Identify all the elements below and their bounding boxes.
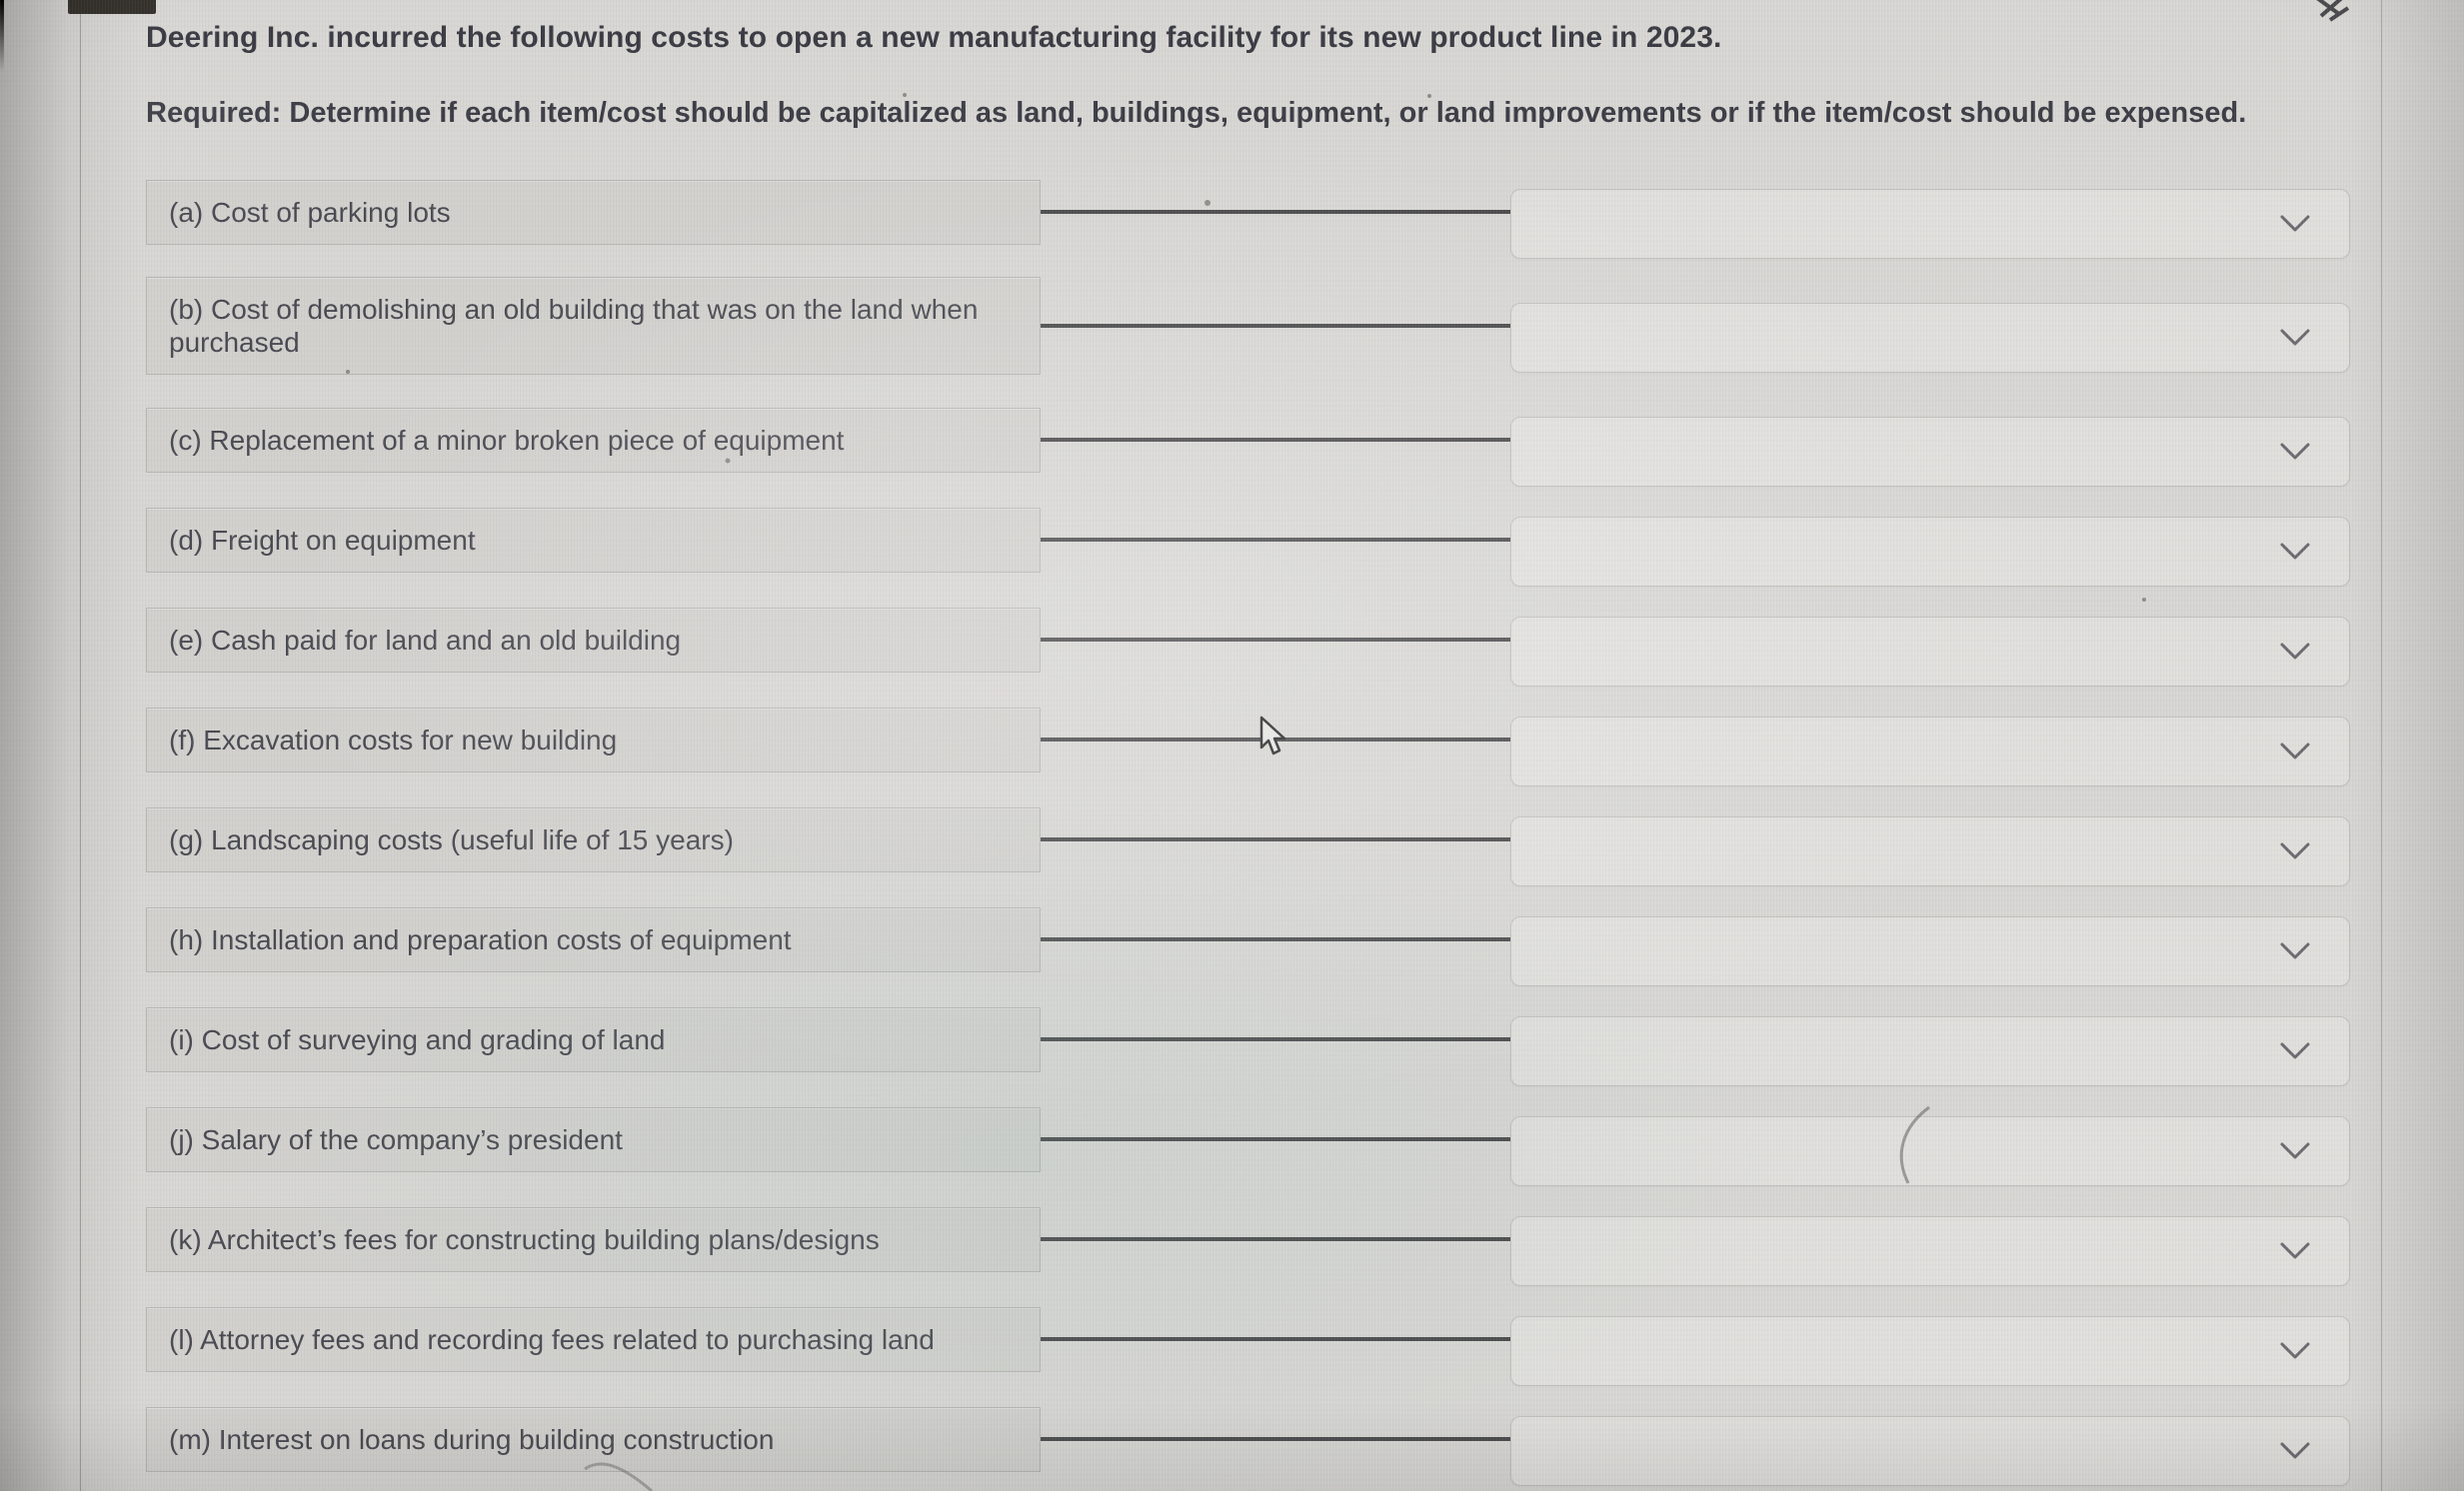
required-instruction: Required: Determine if each item/cost sh…	[146, 96, 2381, 131]
item-row: (j) Salary of the company’s president	[146, 1104, 2381, 1186]
item-label: (i) Cost of surveying and grading of lan…	[169, 1023, 666, 1055]
item-row: (h) Installation and preparation costs o…	[146, 904, 2381, 986]
answer-dropdown[interactable]	[1510, 1316, 2350, 1386]
item-label: (a) Cost of parking lots	[169, 196, 451, 228]
item-row: (d) Freight on equipment	[146, 505, 2381, 587]
chevron-down-icon	[2280, 743, 2310, 759]
item-label: (c) Replacement of a minor broken piece …	[169, 424, 845, 456]
answer-dropdown[interactable]	[1510, 1016, 2350, 1086]
item-row: (a) Cost of parking lots	[146, 177, 2381, 259]
item-label-box: (e) Cash paid for land and an old buildi…	[146, 607, 1041, 673]
answer-dropdown[interactable]	[1510, 916, 2350, 986]
item-label: (d) Freight on equipment	[169, 524, 476, 556]
question-card: Deering Inc. incurred the following cost…	[80, 0, 2382, 1491]
item-row: (i) Cost of surveying and grading of lan…	[146, 1004, 2381, 1086]
chevron-down-icon	[2280, 942, 2310, 959]
answer-blank-line	[1041, 324, 1510, 328]
item-label-box: (b) Cost of demolishing an old building …	[146, 277, 1041, 375]
chevron-down-icon	[2280, 215, 2310, 232]
item-label-box: (a) Cost of parking lots	[146, 179, 1041, 245]
item-label-box: (i) Cost of surveying and grading of lan…	[146, 1006, 1041, 1072]
chevron-down-icon	[2280, 842, 2310, 859]
answer-dropdown[interactable]	[1510, 303, 2350, 373]
answer-blank-line	[1041, 638, 1510, 642]
answer-blank-line	[1041, 210, 1510, 214]
item-label-box: (g) Landscaping costs (useful life of 15…	[146, 806, 1041, 872]
chevron-down-icon	[2280, 1342, 2310, 1359]
item-label-box: (l) Attorney fees and recording fees rel…	[146, 1306, 1041, 1372]
answer-dropdown[interactable]	[1510, 189, 2350, 259]
items-list: (a) Cost of parking lots (b) Cost of dem…	[146, 177, 2381, 1491]
answer-dropdown[interactable]	[1510, 717, 2350, 786]
answer-dropdown[interactable]	[1510, 517, 2350, 587]
answer-dropdown[interactable]	[1510, 816, 2350, 886]
item-row: (c) Replacement of a minor broken piece …	[146, 405, 2381, 487]
item-row: (k) Architect’s fees for constructing bu…	[146, 1204, 2381, 1286]
item-label: (m) Interest on loans during building co…	[169, 1423, 775, 1455]
answer-blank-line	[1041, 438, 1510, 442]
item-label-box: (h) Installation and preparation costs o…	[146, 906, 1041, 972]
item-label-box: (d) Freight on equipment	[146, 507, 1041, 573]
answer-dropdown[interactable]	[1510, 1416, 2350, 1486]
required-text: Determine if each item/cost should be ca…	[289, 97, 2247, 129]
chevron-down-icon	[2280, 1242, 2310, 1259]
answer-blank-line	[1041, 937, 1510, 941]
answer-dropdown[interactable]	[1510, 417, 2350, 487]
answer-blank-line	[1041, 738, 1510, 742]
item-label: (b) Cost of demolishing an old building …	[169, 294, 979, 358]
item-row: (b) Cost of demolishing an old building …	[146, 277, 2381, 375]
answer-blank-line	[1041, 1337, 1510, 1341]
item-label-box: (f) Excavation costs for new building	[146, 707, 1041, 772]
chevron-down-icon	[2280, 329, 2310, 346]
answer-blank-line	[1041, 1237, 1510, 1241]
item-label: (f) Excavation costs for new building	[169, 724, 618, 755]
chevron-down-icon	[2280, 1142, 2310, 1159]
answer-blank-line	[1041, 538, 1510, 542]
item-label: (h) Installation and preparation costs o…	[169, 923, 792, 955]
chevron-down-icon	[2280, 1042, 2310, 1059]
item-label: (j) Salary of the company’s president	[169, 1123, 623, 1155]
item-row: (g) Landscaping costs (useful life of 15…	[146, 804, 2381, 886]
answer-dropdown[interactable]	[1510, 1116, 2350, 1186]
item-label: (k) Architect’s fees for constructing bu…	[169, 1223, 880, 1255]
item-row: (e) Cash paid for land and an old buildi…	[146, 605, 2381, 687]
answer-dropdown[interactable]	[1510, 617, 2350, 687]
answer-blank-line	[1041, 1137, 1510, 1141]
item-label-box: (k) Architect’s fees for constructing bu…	[146, 1206, 1041, 1272]
answer-blank-line	[1041, 1037, 1510, 1041]
answer-dropdown[interactable]	[1510, 1216, 2350, 1286]
chevron-down-icon	[2280, 443, 2310, 460]
item-row: (m) Interest on loans during building co…	[146, 1404, 2381, 1486]
chevron-down-icon	[2280, 543, 2310, 560]
browser-chrome-fragment	[68, 0, 156, 14]
item-label-box: (m) Interest on loans during building co…	[146, 1406, 1041, 1472]
item-row: (f) Excavation costs for new building	[146, 705, 2381, 786]
item-label: (g) Landscaping costs (useful life of 15…	[169, 823, 734, 855]
item-label-box: (c) Replacement of a minor broken piece …	[146, 407, 1041, 473]
answer-blank-line	[1041, 837, 1510, 841]
chevron-down-icon	[2280, 643, 2310, 660]
item-label: (e) Cash paid for land and an old buildi…	[169, 624, 682, 656]
item-label: (l) Attorney fees and recording fees rel…	[169, 1323, 935, 1355]
required-label: Required:	[146, 97, 282, 129]
item-label-box: (j) Salary of the company’s president	[146, 1106, 1041, 1172]
screen-bezel-edge	[0, 0, 4, 72]
item-row: (l) Attorney fees and recording fees rel…	[146, 1304, 2381, 1386]
question-title: Deering Inc. incurred the following cost…	[146, 21, 1722, 54]
chevron-down-icon	[2280, 1442, 2310, 1459]
answer-blank-line	[1041, 1437, 1510, 1441]
